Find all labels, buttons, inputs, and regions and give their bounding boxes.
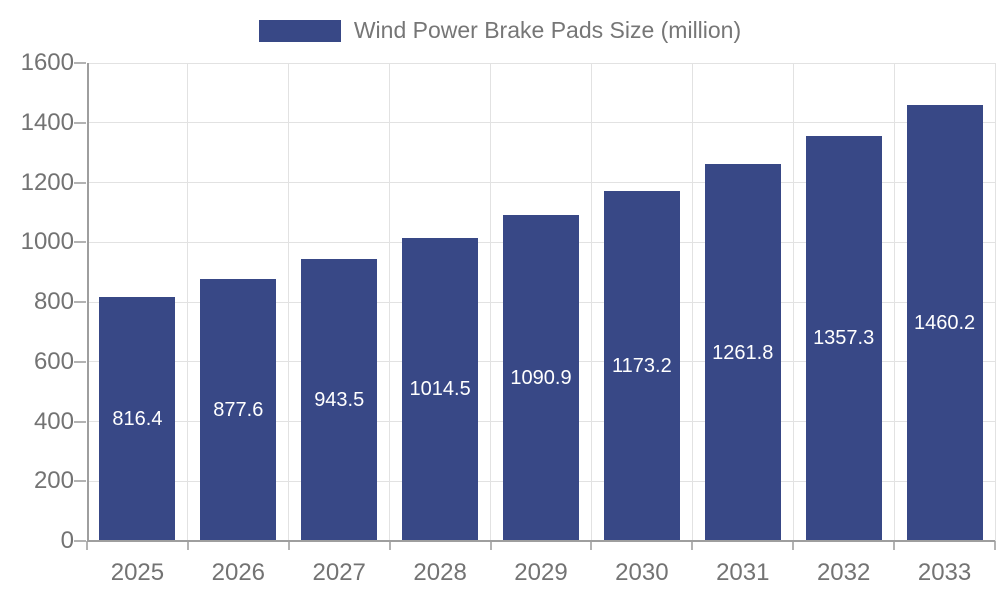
x-tick-label: 2029 — [514, 559, 568, 586]
x-gridline — [590, 63, 592, 541]
bar: 1357.3 — [805, 135, 882, 541]
y-gridline — [87, 182, 995, 183]
x-gridline — [691, 63, 693, 541]
bar-value-label: 1173.2 — [612, 354, 672, 377]
y-tick-mark — [74, 241, 86, 244]
bar: 877.6 — [200, 278, 277, 541]
plot-area: 816.4 877.6 943.5 1014.5 1090.9 1173.2 1261.8 1… — [74, 62, 996, 550]
x-tick-mark — [792, 541, 795, 550]
y-gridline — [87, 62, 995, 64]
x-tick-label: 2033 — [917, 559, 972, 586]
bar: 1014.5 — [402, 237, 479, 541]
y-tick-mark — [74, 62, 86, 64]
bar-value-label: 1357.3 — [813, 327, 875, 350]
x-tick-mark — [186, 541, 189, 550]
x-tick-mark — [994, 541, 996, 550]
x-tick-label: 2031 — [716, 559, 770, 586]
x-tick-label: 2025 — [110, 559, 165, 586]
y-tick-mark — [74, 301, 86, 303]
x-gridline — [994, 63, 996, 541]
x-tick-mark — [691, 541, 694, 550]
x-tick-label: 2026 — [211, 559, 266, 586]
y-tick-mark — [74, 121, 86, 124]
legend-label[interactable]: Wind Power Brake Pads Size (million) — [353, 17, 742, 43]
bar-value-label: 816.4 — [112, 408, 163, 431]
x-tick-mark — [489, 541, 492, 550]
bar: 1090.9 — [503, 215, 579, 541]
legend[interactable]: Wind Power Brake Pads Size (million) — [0, 17, 1000, 44]
x-tick-label: 2028 — [413, 559, 467, 586]
y-tick-mark — [74, 420, 86, 423]
x-tick-mark — [287, 541, 290, 550]
y-tick-label: 1000 — [20, 228, 74, 256]
y-tick-label: 1600 — [20, 49, 74, 76]
x-tick-label: 2030 — [615, 559, 669, 586]
x-tick-label: 2032 — [816, 559, 871, 586]
x-gridline — [187, 63, 189, 541]
bar-value-label: 1261.8 — [712, 341, 774, 364]
bar-value-label: 1090.9 — [510, 367, 572, 390]
y-tick-mark — [74, 181, 86, 184]
x-tick-mark — [86, 541, 88, 550]
bar: 816.4 — [99, 297, 176, 541]
x-gridline — [490, 63, 492, 541]
bar-value-label: 877.6 — [213, 398, 264, 421]
bar: 1460.2 — [906, 104, 983, 541]
x-gridline — [792, 63, 794, 541]
y-tick-label: 800 — [33, 288, 74, 315]
y-tick-mark — [74, 360, 86, 363]
y-axis-line — [87, 63, 89, 541]
y-tick-mark — [74, 480, 86, 483]
x-axis-line — [87, 540, 995, 542]
y-tick-label: 1400 — [20, 108, 74, 136]
y-tick-mark — [74, 540, 86, 542]
bar-value-label: 1014.5 — [409, 378, 471, 401]
x-gridline — [288, 63, 290, 541]
y-tick-label: 600 — [33, 347, 74, 375]
bar-value-label: 943.5 — [314, 389, 365, 412]
bar: 1261.8 — [704, 164, 781, 541]
x-gridline — [389, 63, 391, 541]
y-tick-label: 400 — [33, 407, 74, 435]
x-tick-mark — [388, 541, 391, 550]
legend-swatch[interactable] — [258, 19, 341, 42]
bar: 943.5 — [301, 259, 378, 541]
x-tick-mark — [590, 541, 593, 550]
bar-value-label: 1460.2 — [913, 311, 976, 334]
x-tick-mark — [893, 541, 896, 550]
y-tick-label: 0 — [60, 527, 74, 554]
y-gridline — [87, 122, 995, 124]
y-tick-label: 200 — [33, 467, 74, 495]
y-tick-label: 1200 — [20, 168, 74, 196]
x-tick-label: 2027 — [312, 559, 366, 586]
bar: 1173.2 — [603, 190, 680, 541]
x-gridline — [893, 63, 895, 541]
